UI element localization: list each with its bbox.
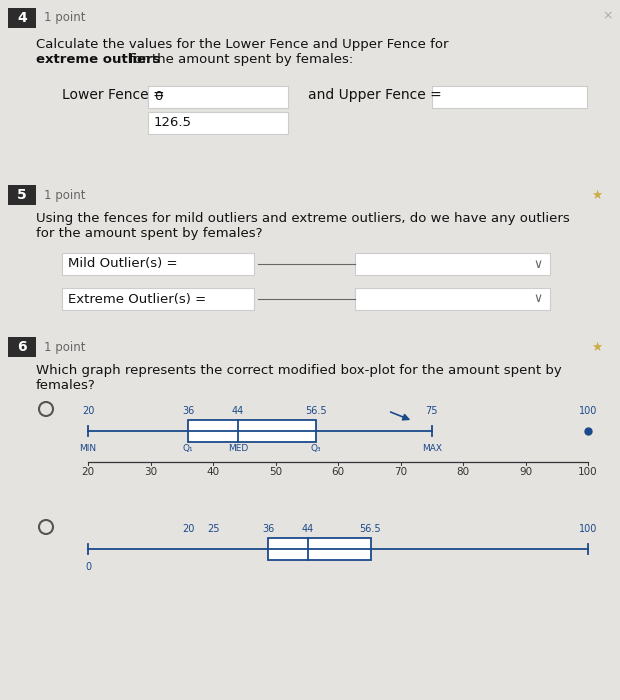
Bar — [268, 538, 371, 560]
Text: 36: 36 — [262, 524, 274, 534]
Text: Extreme Outlier(s) =: Extreme Outlier(s) = — [68, 293, 206, 305]
Text: 100: 100 — [579, 406, 597, 416]
Text: and Upper Fence =: and Upper Fence = — [308, 88, 441, 102]
Text: 44: 44 — [232, 406, 244, 416]
Text: MAX: MAX — [422, 444, 441, 453]
Text: for the amount spent by females?: for the amount spent by females? — [36, 227, 262, 240]
Text: 90: 90 — [519, 467, 532, 477]
Text: ★: ★ — [591, 188, 603, 202]
Text: 80: 80 — [456, 467, 469, 477]
Text: 1 point: 1 point — [44, 11, 86, 25]
Text: 30: 30 — [144, 467, 157, 477]
Bar — [148, 86, 288, 108]
Bar — [148, 112, 288, 134]
Text: 6: 6 — [17, 340, 27, 354]
Text: MED: MED — [228, 444, 248, 453]
Text: ∨: ∨ — [533, 293, 542, 305]
Text: ×: × — [603, 10, 613, 22]
Bar — [8, 8, 36, 28]
Text: ∨: ∨ — [533, 258, 542, 270]
Text: 75: 75 — [425, 406, 438, 416]
Text: 20: 20 — [82, 406, 94, 416]
Bar — [62, 253, 254, 275]
Bar — [8, 337, 36, 357]
Text: 4: 4 — [17, 11, 27, 25]
Text: 5: 5 — [17, 188, 27, 202]
Text: 56.5: 56.5 — [360, 524, 381, 534]
Text: 40: 40 — [206, 467, 219, 477]
Text: 56.5: 56.5 — [305, 406, 327, 416]
Text: Calculate the values for the Lower Fence and Upper Fence for: Calculate the values for the Lower Fence… — [36, 38, 453, 51]
Text: 126.5: 126.5 — [154, 116, 192, 130]
Text: 60: 60 — [332, 467, 345, 477]
Text: Q₃: Q₃ — [311, 444, 321, 453]
Text: ★: ★ — [591, 340, 603, 354]
Bar — [355, 288, 550, 310]
Bar — [62, 288, 254, 310]
Text: 25: 25 — [206, 524, 219, 534]
Text: Using the fences for mild outliers and extreme outliers, do we have any outliers: Using the fences for mild outliers and e… — [36, 212, 570, 225]
Bar — [355, 253, 550, 275]
Text: 100: 100 — [578, 467, 598, 477]
Text: Lower Fence =: Lower Fence = — [62, 88, 169, 102]
Bar — [432, 86, 587, 108]
Text: for the amount spent by females:: for the amount spent by females: — [125, 53, 353, 66]
Text: 70: 70 — [394, 467, 407, 477]
Text: 100: 100 — [579, 524, 597, 534]
Text: Mild Outlier(s) =: Mild Outlier(s) = — [68, 258, 177, 270]
Text: 0: 0 — [85, 562, 91, 572]
Text: 50: 50 — [269, 467, 282, 477]
Text: females?: females? — [36, 379, 95, 392]
Text: extreme outliers: extreme outliers — [36, 53, 161, 66]
Text: 1 point: 1 point — [44, 340, 86, 354]
Text: Q₁: Q₁ — [183, 444, 193, 453]
Text: 0: 0 — [154, 90, 162, 104]
Text: MIN: MIN — [79, 444, 97, 453]
Text: 20: 20 — [182, 524, 194, 534]
Text: 44: 44 — [302, 524, 314, 534]
Bar — [8, 185, 36, 205]
Text: 1 point: 1 point — [44, 188, 86, 202]
Text: 20: 20 — [81, 467, 95, 477]
Text: 36: 36 — [182, 406, 194, 416]
Text: Which graph represents the correct modified box-plot for the amount spent by: Which graph represents the correct modif… — [36, 364, 562, 377]
Bar — [188, 420, 316, 442]
